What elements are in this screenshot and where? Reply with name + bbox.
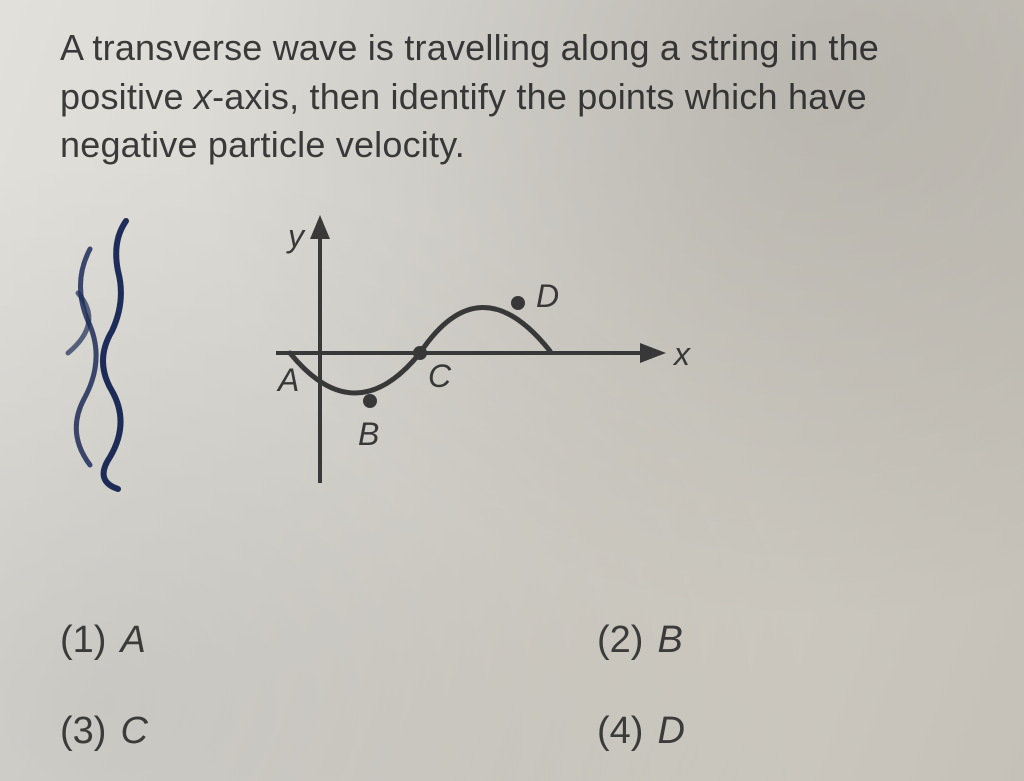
figure-row: y x A B C D [60,188,984,518]
point-d-label: D [536,278,559,314]
wave-diagram: y x A B C D [180,203,700,503]
option-3-letter: C [120,710,147,753]
question-line-2: positive x-axis, then identify the point… [60,73,984,122]
option-4-number: (4) [597,710,643,753]
q-variable-x: x [194,76,212,117]
option-4-letter: D [657,710,684,753]
option-4[interactable]: (4) D [517,710,685,753]
x-axis-arrow-icon [640,343,666,363]
option-1-letter: A [120,619,145,662]
option-2[interactable]: (2) B [517,619,683,662]
scribble-stroke-2 [76,249,96,465]
scribble-stroke-1 [103,221,126,489]
question-line-3: negative particle velocity. [60,121,984,170]
option-3-number: (3) [60,710,106,753]
point-c-label: C [428,358,452,394]
q-line2-suffix: -axis, then identify the points which ha… [212,76,867,117]
y-axis-arrow-icon [310,215,330,239]
option-1-number: (1) [60,619,106,662]
scribble-stroke-3 [68,293,89,353]
option-1[interactable]: (1) A [60,619,477,662]
point-d-dot [511,296,525,310]
option-2-number: (2) [597,619,643,662]
point-a-label: A [276,362,299,398]
question-text: A transverse wave is travelling along a … [60,24,984,170]
question-line-1: A transverse wave is travelling along a … [60,27,879,68]
q-line2-prefix: positive [60,76,194,117]
point-c-dot [413,346,427,360]
option-2-letter: B [657,619,682,662]
option-3[interactable]: (3) C [60,710,477,753]
point-b-label: B [358,416,379,452]
y-axis-label: y [286,218,306,254]
diagram-container: y x A B C D [180,203,984,503]
margin-scribble [60,213,170,493]
point-b-dot [363,394,377,408]
x-axis-label: x [672,336,691,372]
options-grid: (1) A (2) B (3) C (4) D [0,619,1024,753]
page: A transverse wave is travelling along a … [0,0,1024,781]
